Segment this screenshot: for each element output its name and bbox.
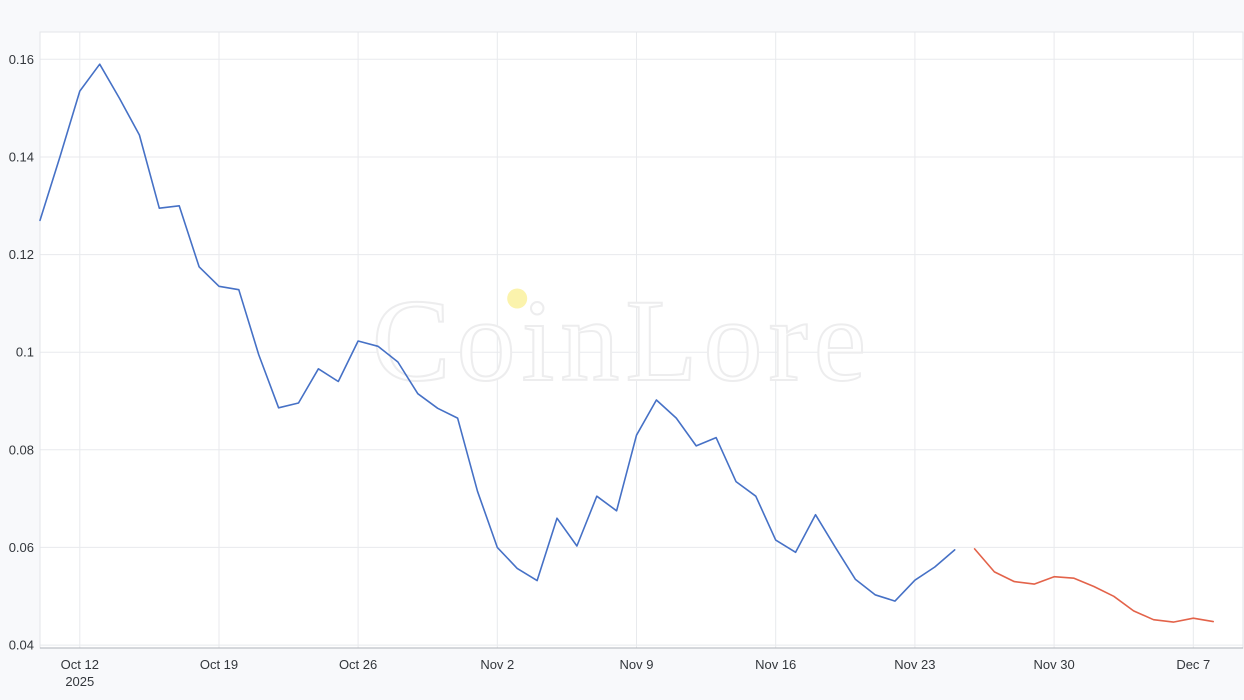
x-tick-label: Nov 16 xyxy=(755,657,796,672)
x-tick-label: Oct 19 xyxy=(200,657,238,672)
x-tick-label: Nov 9 xyxy=(620,657,654,672)
x-tick-label: Nov 30 xyxy=(1033,657,1074,672)
plot-area xyxy=(40,32,1243,648)
y-tick-label: 0.04 xyxy=(9,638,34,653)
x-tick-label: Dec 7 xyxy=(1176,657,1210,672)
forecast-line xyxy=(973,548,1214,623)
y-tick-label: 0.12 xyxy=(9,247,34,262)
x-axis-year-label: 2025 xyxy=(65,674,94,689)
y-tick-label: 0.06 xyxy=(9,540,34,555)
y-tick-label: 0.14 xyxy=(9,150,34,165)
x-tick-label: Oct 12 xyxy=(61,657,99,672)
x-tick-label: Oct 26 xyxy=(339,657,377,672)
y-tick-label: 0.1 xyxy=(16,345,34,360)
x-tick-label: Nov 2 xyxy=(480,657,514,672)
y-tick-label: 0.08 xyxy=(9,442,34,457)
price-line xyxy=(39,63,956,602)
watermark: CoinLore xyxy=(372,275,872,406)
moon-marker xyxy=(507,288,528,309)
x-tick-label: Nov 23 xyxy=(894,657,935,672)
y-tick-label: 0.16 xyxy=(9,52,34,67)
